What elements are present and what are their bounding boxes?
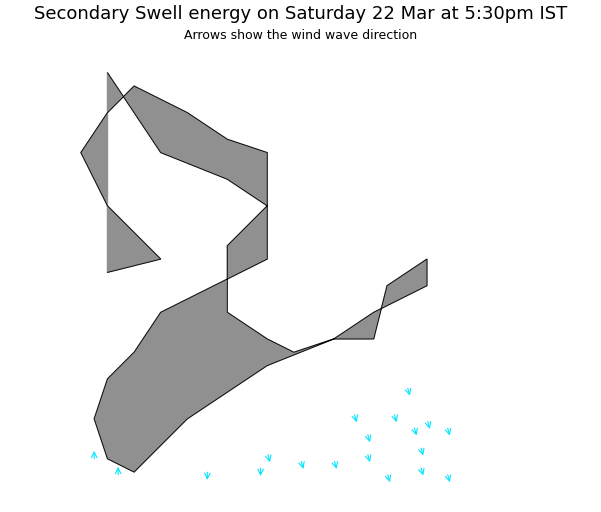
Text: Arrows show the wind wave direction: Arrows show the wind wave direction xyxy=(184,30,417,42)
Polygon shape xyxy=(81,73,427,472)
Text: Secondary Swell energy on Saturday 22 Mar at 5:30pm IST: Secondary Swell energy on Saturday 22 Ma… xyxy=(34,5,567,23)
